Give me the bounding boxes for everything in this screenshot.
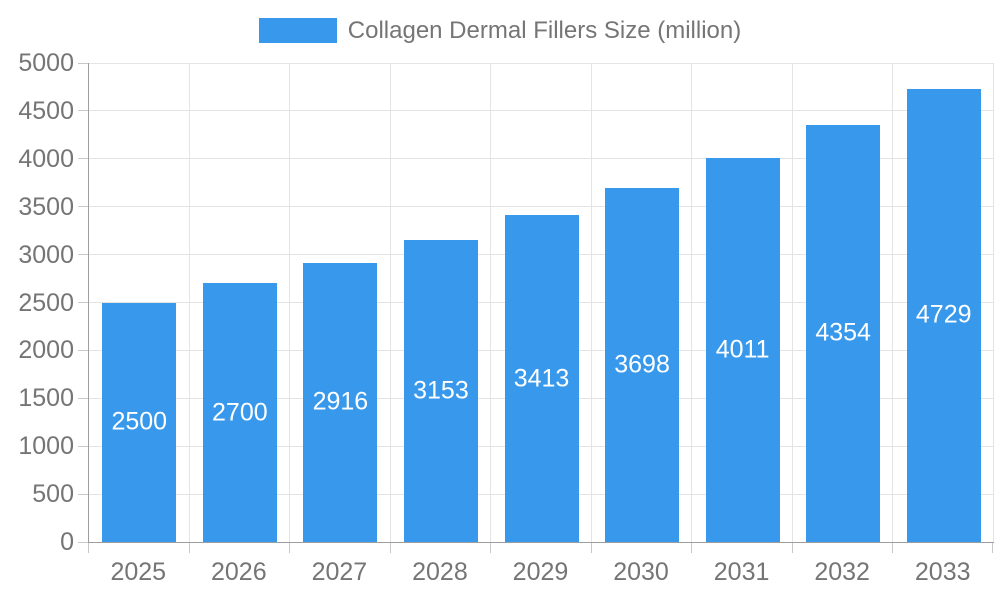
x-tick-label: 2032 xyxy=(814,558,870,586)
h-gridline xyxy=(89,206,994,208)
x-tick-mark xyxy=(691,543,693,553)
legend-swatch xyxy=(258,18,337,43)
v-gridline xyxy=(289,63,291,542)
bar: 2916 xyxy=(303,262,378,542)
bar: 2500 xyxy=(102,302,177,542)
y-tick-mark xyxy=(78,302,88,303)
bar-value-label: 4011 xyxy=(715,335,770,364)
v-gridline xyxy=(590,63,592,542)
plot-area: 2500 2700 2916 3153 3413 3698 4011 4354 4729 xyxy=(88,62,994,543)
x-tick-mark xyxy=(490,543,492,553)
y-tick-mark xyxy=(78,206,88,208)
y-tick-mark xyxy=(78,349,88,351)
bar-value-label: 4354 xyxy=(815,318,871,347)
bar: 3698 xyxy=(605,187,680,542)
y-tick-label: 5000 xyxy=(18,49,74,77)
y-tick-label: 4500 xyxy=(18,96,74,125)
bar-value-label: 3698 xyxy=(614,350,670,379)
v-gridline xyxy=(892,63,894,542)
x-tick-mark xyxy=(289,543,291,553)
v-gridline xyxy=(389,63,391,542)
y-tick-mark xyxy=(78,493,88,495)
y-tick-label: 1000 xyxy=(18,432,74,461)
y-tick-label: 4000 xyxy=(18,144,74,173)
y-tick-mark xyxy=(78,62,88,64)
bar: 3153 xyxy=(403,239,478,542)
h-gridline xyxy=(89,110,994,112)
y-tick-label: 1500 xyxy=(18,384,74,413)
x-tick-mark xyxy=(992,543,993,553)
x-tick-mark xyxy=(791,543,793,553)
bar-value-label: 3153 xyxy=(413,376,469,405)
y-tick-mark xyxy=(78,397,88,399)
y-tick-mark xyxy=(78,445,88,447)
x-tick-mark xyxy=(88,543,89,553)
h-gridline xyxy=(89,62,994,64)
y-tick-label: 0 xyxy=(60,528,74,556)
y-tick-label: 3000 xyxy=(18,240,74,269)
x-tick-label: 2027 xyxy=(311,558,368,586)
bar: 4729 xyxy=(906,88,981,542)
y-tick-label: 3500 xyxy=(18,192,74,221)
x-tick-mark xyxy=(892,543,894,553)
y-tick-label: 2000 xyxy=(18,336,74,365)
chart-legend[interactable]: Collagen Dermal Fillers Size (million) xyxy=(0,17,1000,44)
x-tick-mark xyxy=(389,543,391,553)
v-gridline xyxy=(691,63,693,542)
h-gridline xyxy=(89,158,994,160)
v-gridline xyxy=(993,63,994,542)
legend-label: Collagen Dermal Fillers Size (million) xyxy=(347,16,742,44)
x-tick-label: 2028 xyxy=(412,558,468,586)
y-tick-mark xyxy=(78,541,88,543)
y-tick-mark xyxy=(78,110,88,112)
x-tick-label: 2026 xyxy=(211,558,267,586)
bar-value-label: 3413 xyxy=(513,364,570,393)
bar: 3413 xyxy=(504,215,579,542)
y-tick-mark xyxy=(78,254,88,256)
bar-value-label: 2500 xyxy=(111,407,168,436)
y-tick-label: 2500 xyxy=(18,288,74,317)
v-gridline xyxy=(188,63,190,542)
y-tick-mark xyxy=(78,158,88,160)
x-tick-mark xyxy=(590,543,592,553)
bar: 4354 xyxy=(806,124,881,542)
x-tick-label: 2029 xyxy=(512,558,569,586)
bar: 2700 xyxy=(202,283,277,542)
bar-value-label: 2916 xyxy=(312,387,369,416)
y-tick-label: 500 xyxy=(32,480,74,509)
x-tick-label: 2025 xyxy=(110,558,167,586)
bar-value-label: 4729 xyxy=(915,300,972,329)
bar-value-label: 2700 xyxy=(212,398,268,427)
x-tick-label: 2033 xyxy=(914,558,971,586)
x-tick-label: 2031 xyxy=(713,558,770,586)
x-tick-mark xyxy=(188,543,190,553)
v-gridline xyxy=(490,63,492,542)
bar: 4011 xyxy=(705,157,780,542)
x-tick-label: 2030 xyxy=(613,558,669,586)
v-gridline xyxy=(791,63,793,542)
